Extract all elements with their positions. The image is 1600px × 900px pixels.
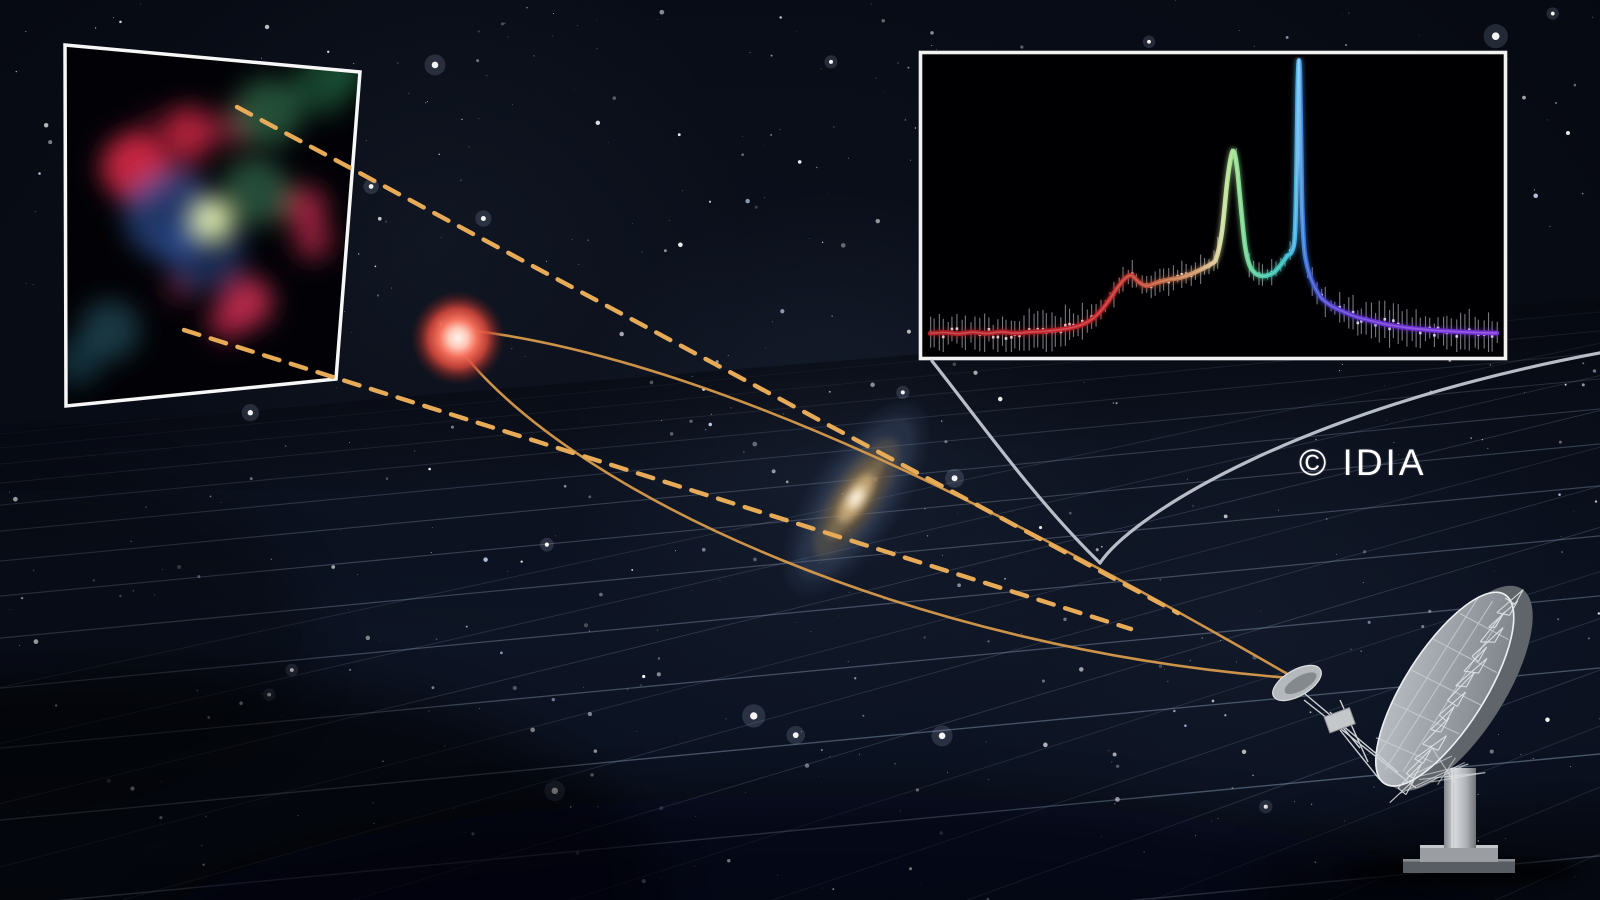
radio-telescope [1272,585,1580,886]
ring-blob [208,300,248,340]
ring-blob [283,186,327,230]
dish-truss-lattice [1389,589,1524,804]
ring-blob [221,158,289,226]
lensed-ring-image [65,48,360,386]
lensed-light-paths [460,328,1292,680]
receiver-box [1323,707,1356,734]
light-path-lower [460,351,1292,680]
spectrum-curve [927,58,1500,336]
ring-blob [234,78,302,146]
spectrum-plot [927,57,1500,352]
spectrum-panel [918,50,1508,361]
apparent-sight-lines [181,104,1181,632]
telescope-plinth [1403,860,1515,873]
subreflector-dish [1272,664,1322,702]
lensed-image-frame [63,43,362,408]
ring-blob [164,106,216,158]
telescope-pedestal [1444,768,1476,848]
source-star [411,291,505,385]
callout-left-branch [930,359,1102,565]
sight-line-lower [181,327,1134,632]
ring-blob [198,205,220,227]
spectrum-callout-curves [930,351,1600,565]
watermark: © IDIA [1299,442,1427,483]
telescope-base [1420,845,1498,862]
dish-panel-seams [1375,595,1509,772]
sight-line-upper [234,104,1181,616]
lensed-image-inset [63,43,362,408]
spectrum-inset [918,50,1508,361]
shadow-vignettes [0,470,1600,900]
light-path-upper [467,328,1292,678]
subreflector-boom [1297,687,1417,789]
ring-blob [80,300,140,360]
callout-right-branch [1098,351,1600,565]
ring-blob [293,220,333,260]
